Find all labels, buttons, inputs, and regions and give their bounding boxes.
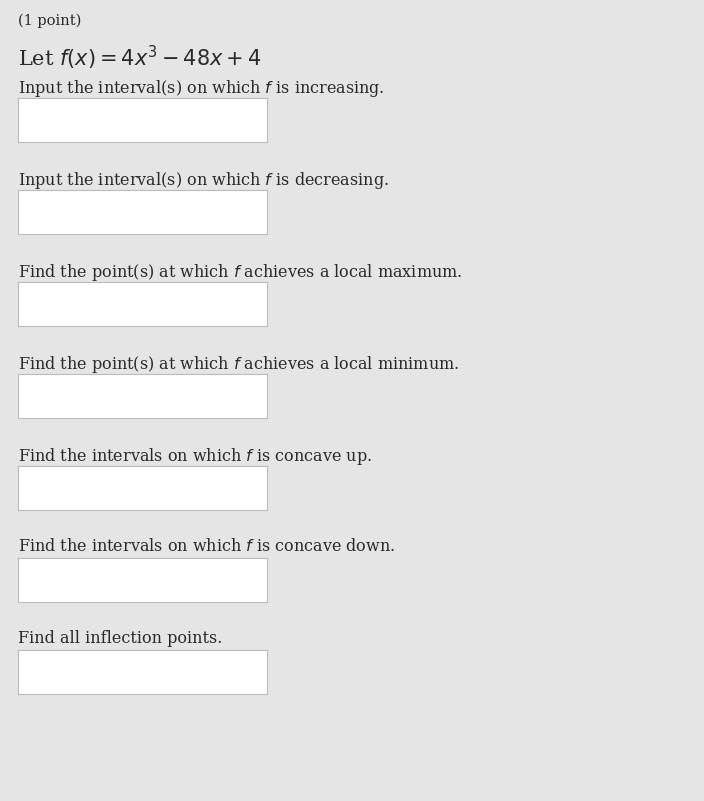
Text: Find the point(s) at which $f$ achieves a local minimum.: Find the point(s) at which $f$ achieves … [18,354,459,375]
Text: (1 point): (1 point) [18,14,82,28]
Text: Let $f(x) = 4x^3 - 48x + 4$: Let $f(x) = 4x^3 - 48x + 4$ [18,44,262,72]
Text: Find the point(s) at which $f$ achieves a local maximum.: Find the point(s) at which $f$ achieves … [18,262,463,283]
Text: Find the intervals on which $f$ is concave up.: Find the intervals on which $f$ is conca… [18,446,372,467]
Text: Find the intervals on which $f$ is concave down.: Find the intervals on which $f$ is conca… [18,538,395,555]
Text: Find all inflection points.: Find all inflection points. [18,630,222,647]
Text: Input the interval(s) on which $f$ is decreasing.: Input the interval(s) on which $f$ is de… [18,170,389,191]
Text: Input the interval(s) on which $f$ is increasing.: Input the interval(s) on which $f$ is in… [18,78,384,99]
